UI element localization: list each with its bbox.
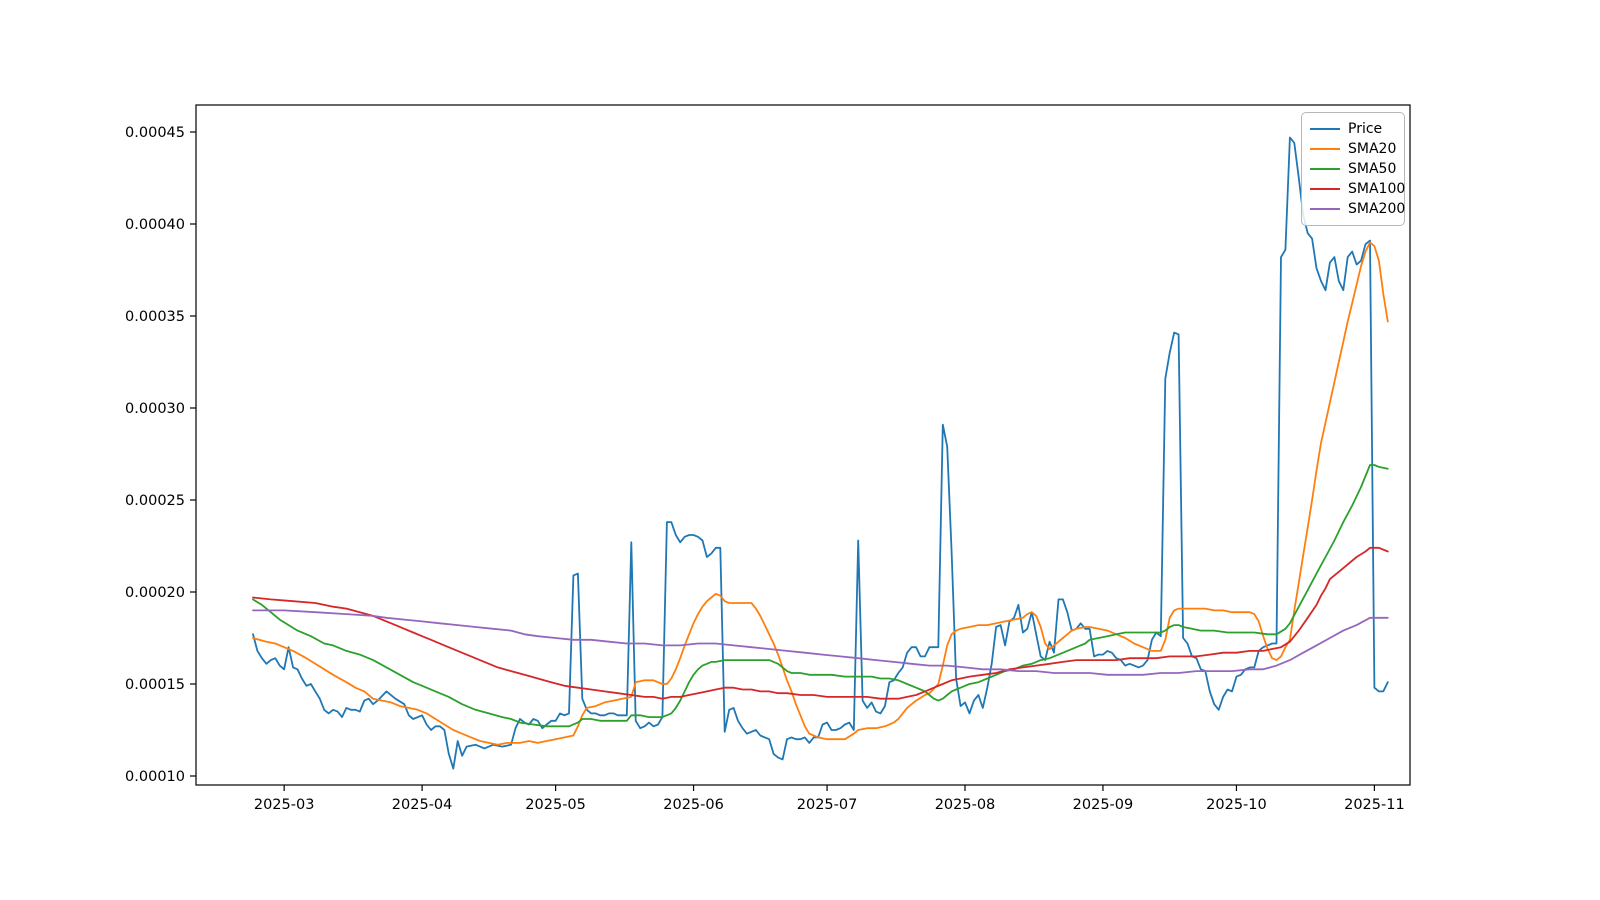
legend-label-sma50: SMA50 [1348,161,1397,177]
x-tick-label: 2025-04 [392,797,453,813]
legend: Price SMA20 SMA50 SMA100 SMA200 [1301,112,1405,226]
y-tick-label: 0.00010 [125,769,185,785]
legend-label-sma20: SMA20 [1348,141,1397,157]
y-tick-label: 0.00030 [125,401,185,417]
x-tick-label: 2025-06 [663,797,724,813]
x-tick-label: 2025-08 [935,797,996,813]
sma50-line-sample-icon [1310,167,1340,171]
legend-item-sma50: SMA50 [1310,159,1396,179]
series-line-sma50 [252,464,1389,728]
legend-item-sma20: SMA20 [1310,139,1396,159]
series-line-sma20 [252,241,1389,746]
axes-spines [195,104,1411,786]
x-tick-label: 2025-09 [1073,797,1134,813]
sma200-line-sample-icon [1310,207,1340,211]
x-tick-label: 2025-05 [525,797,586,813]
y-tick-label: 0.00015 [125,677,185,693]
y-tick-label: 0.00035 [125,309,185,325]
price-line-sample-icon [1310,127,1340,131]
x-tick-label: 2025-07 [797,797,858,813]
legend-item-price: Price [1310,119,1396,139]
y-tick-label: 0.00040 [125,217,185,233]
legend-item-sma200: SMA200 [1310,199,1405,219]
legend-label-sma100: SMA100 [1348,181,1406,197]
y-tick-label: 0.00020 [125,585,185,601]
y-tick-label: 0.00025 [125,493,185,509]
sma20-line-sample-icon [1310,147,1340,151]
x-tick-label: 2025-10 [1206,797,1267,813]
legend-item-sma100: SMA100 [1310,179,1405,199]
x-tick-label: 2025-03 [254,797,315,813]
x-tick-label: 2025-11 [1344,797,1405,813]
legend-label-price: Price [1348,121,1383,137]
legend-label-sma200: SMA200 [1348,201,1406,217]
y-tick-label: 0.00045 [125,125,185,141]
sma100-line-sample-icon [1310,187,1340,191]
series-line-sma200 [252,609,1389,676]
series-line-sma100 [252,546,1389,700]
